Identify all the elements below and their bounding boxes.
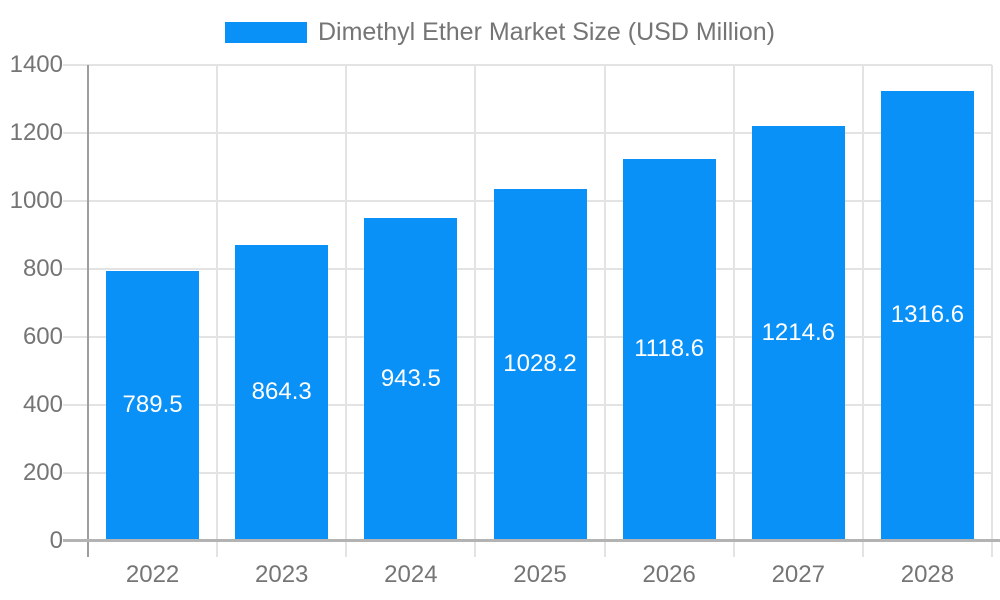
x-axis-tick-label: 2022: [125, 561, 180, 588]
gridline-horizontal: [63, 64, 992, 66]
bar: 789.5: [106, 271, 200, 539]
gridline-vertical: [732, 65, 735, 557]
bar: 864.3: [235, 245, 329, 539]
bar-value-label: 1316.6: [890, 301, 965, 328]
gridline-vertical: [861, 65, 864, 557]
x-axis-tick-label: 2028: [900, 561, 955, 588]
gridline-vertical: [345, 65, 348, 557]
gridline-vertical: [991, 65, 993, 557]
x-axis-tick-label: 2027: [771, 561, 825, 588]
legend-swatch: [224, 21, 307, 43]
y-axis-tick-label: 0: [49, 527, 63, 554]
x-axis-tick-label: 2026: [642, 561, 696, 588]
x-axis-line: [63, 539, 1000, 542]
legend-item[interactable]: Dimethyl Ether Market Size (USD Million): [0, 18, 1000, 46]
legend-label: Dimethyl Ether Market Size (USD Million): [317, 17, 776, 46]
bar: 1214.6: [751, 126, 845, 539]
bar-value-label: 864.3: [251, 378, 312, 405]
bar-value-label: 943.5: [380, 364, 441, 392]
y-axis-tick-label: 400: [22, 391, 63, 418]
bar-value-label: 1118.6: [634, 335, 705, 362]
plot-area: 0 200 400 600 800 1000 1200 1400 789.5 2022 864.3 2…: [10, 53, 1000, 587]
y-axis-tick-label: 200: [22, 459, 63, 486]
gridline-horizontal: [63, 132, 992, 134]
bar-value-label: 789.5: [122, 391, 183, 418]
bar: 943.5: [364, 218, 458, 539]
bar: 1118.6: [622, 159, 716, 539]
x-axis-tick-label: 2023: [255, 561, 309, 588]
bar-value-label: 1028.2: [503, 350, 577, 377]
y-axis-tick-label: 1200: [9, 119, 63, 146]
gridline-vertical: [474, 65, 477, 557]
y-axis-tick-label: 1400: [9, 51, 63, 78]
bar-value-label: 1214.6: [761, 318, 835, 346]
gridline-vertical: [603, 65, 606, 557]
y-axis-tick-label: 1000: [9, 187, 63, 214]
y-axis-tick-label: 600: [22, 323, 63, 350]
x-axis-tick-label: 2025: [513, 561, 567, 588]
x-axis-tick-label: 2024: [384, 561, 438, 588]
gridline-vertical: [216, 65, 219, 557]
y-axis-tick-label: 800: [22, 255, 63, 282]
bar: 1316.6: [880, 91, 974, 539]
bar: 1028.2: [493, 189, 587, 539]
y-axis-line: [87, 65, 89, 557]
